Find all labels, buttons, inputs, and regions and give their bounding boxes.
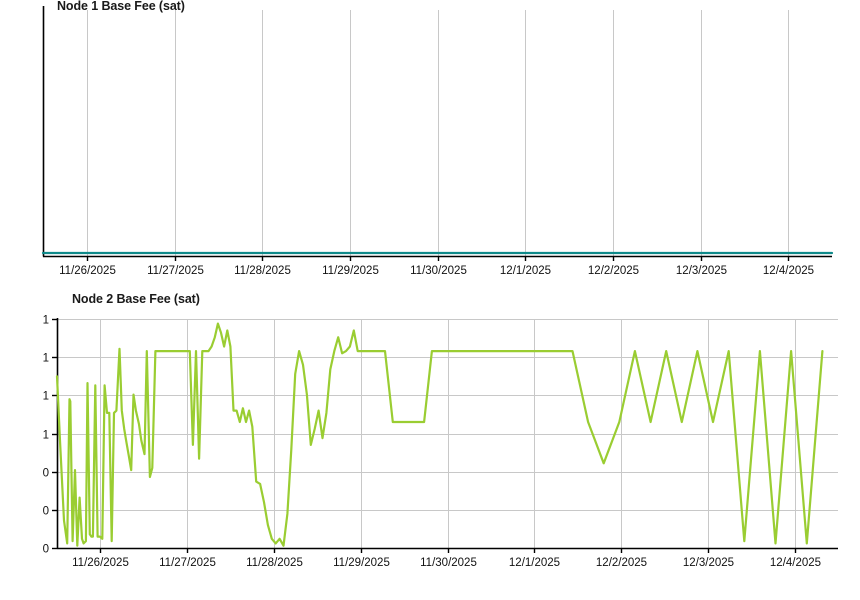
y-axis-tick-label: 0 [43, 468, 49, 480]
y-axis-tick-label: 1 [43, 315, 49, 327]
node-2-plot-area: 1 1 1 1 0 0 0 11/26/2025 11/27/2025 11/28/2025 11/… [43, 315, 838, 569]
y-axis-tick-label: 1 [43, 430, 49, 442]
x-axis-tick-label: 11/26/2025 [72, 557, 129, 569]
x-axis-tick-label: 12/4/2025 [763, 265, 814, 277]
data-series-node-2 [55, 322, 824, 547]
x-axis-tick-label: 12/3/2025 [676, 265, 727, 277]
x-axis-tick-label: 12/3/2025 [683, 557, 734, 569]
x-axis-tick-label: 12/1/2025 [509, 557, 560, 569]
x-axis-tick-label: 11/30/2025 [410, 265, 467, 277]
x-axis-tick-label: 12/2/2025 [588, 265, 639, 277]
node-2-base-fee-chart: Node 2 Base Fee (sat) 1 1 1 1 0 0 0 11/26/2025 1… [0, 290, 860, 600]
x-axis-tick-label: 11/30/2025 [420, 557, 477, 569]
x-axis-tick-label: 11/27/2025 [147, 265, 204, 277]
x-axis-tick-label: 12/1/2025 [500, 265, 551, 277]
x-axis-tick-label: 11/29/2025 [333, 557, 390, 569]
x-axis-tick-label: 11/26/2025 [59, 265, 116, 277]
y-axis-tick-label: 1 [43, 353, 49, 365]
x-axis-tick-label: 11/27/2025 [159, 557, 216, 569]
y-axis-tick-label: 1 [43, 391, 49, 403]
y-axis-tick-label: 0 [43, 544, 49, 556]
x-axis-tick-label: 11/28/2025 [234, 265, 291, 277]
x-axis-tick-label: 12/4/2025 [770, 557, 821, 569]
y-axis-tick-label: 0 [43, 506, 49, 518]
node-1-base-fee-chart: Node 1 Base Fee (sat) 11/26/2025 11/27/20… [0, 0, 860, 288]
chart-title-node-2: Node 2 Base Fee (sat) [72, 292, 200, 306]
x-axis-tick-label: 11/29/2025 [322, 265, 379, 277]
x-axis-tick-label: 12/2/2025 [596, 557, 647, 569]
node-1-plot-area: 11/26/2025 11/27/2025 11/28/2025 11/29/2025… [41, 6, 834, 277]
x-axis-tick-label: 11/28/2025 [246, 557, 303, 569]
chart-title-node-1: Node 1 Base Fee (sat) [57, 0, 185, 13]
